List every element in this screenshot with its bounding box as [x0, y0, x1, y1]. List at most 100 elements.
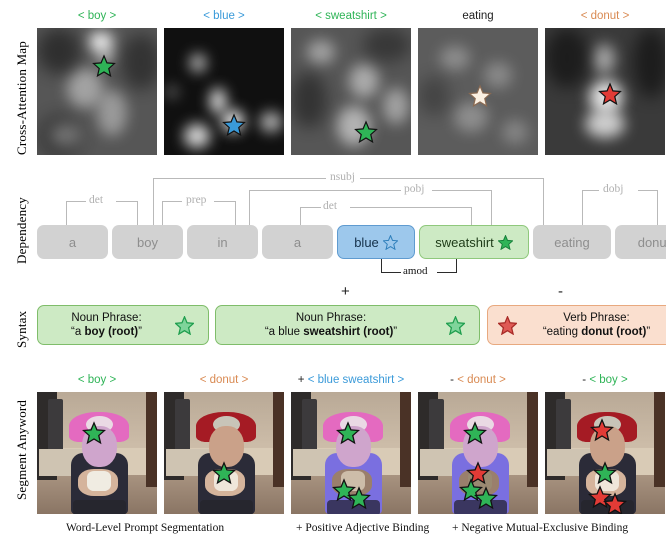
- arc-nsubj-left: [153, 178, 154, 225]
- arc-det-2-top: [300, 207, 321, 208]
- dep-token-boy[interactable]: boy: [112, 225, 183, 259]
- star-icon-np-sweatshirt: [446, 315, 465, 335]
- attention-map-donut: [545, 28, 665, 155]
- row-label-segment-anyword: Segment Anyword: [14, 399, 29, 500]
- phrase-quote: “eating donut (root)”: [517, 325, 666, 339]
- phrase-kind: Noun Phrase:: [295, 311, 367, 324]
- dep-token-label: donut: [637, 234, 666, 250]
- attention-map-boy: [37, 28, 157, 155]
- seg-photo-neg-donut: [418, 392, 538, 514]
- dep-token-label: blue: [354, 234, 379, 250]
- arc-dobj-left: [582, 190, 583, 225]
- seg-label-blue-sweatshirt: + < blue sweatshirt >: [297, 374, 405, 386]
- quote-post: ”: [138, 326, 142, 338]
- sign-plus: +: [341, 283, 350, 300]
- quote-bold: sweatshirt (root): [303, 326, 394, 338]
- star-icon-green: [497, 234, 513, 250]
- arc-label-dobj: dobj: [603, 183, 624, 195]
- phrase-kind: Noun Phrase:: [71, 311, 142, 324]
- arc-det-2-top2: [350, 207, 472, 208]
- dep-token-label: eating: [554, 234, 590, 250]
- arc-det-2-left: [300, 207, 301, 225]
- arc-nsubj-top2: [360, 178, 544, 179]
- arc-label-nsubj: nsubj: [330, 171, 355, 183]
- seg-photo-donut: [164, 392, 284, 514]
- arc-amod-left: [381, 259, 382, 273]
- seg-label-neg-boy: - < boy >: [582, 374, 628, 386]
- seg-label-boy: < boy >: [77, 374, 117, 386]
- phrase-kind: Verb Phrase:: [563, 311, 630, 324]
- dep-token-blue[interactable]: blue: [337, 225, 415, 259]
- seg-photo-neg-boy: [545, 392, 665, 514]
- row-label-cross-attention-map: Cross-Attention Map: [14, 41, 29, 155]
- dep-token-label: in: [217, 234, 228, 250]
- arc-label-det-1: det: [89, 194, 104, 206]
- seg-photo-blue-sweatshirt: [291, 392, 411, 514]
- phrase-noun-boy[interactable]: Noun Phrase: “a boy (root)”: [37, 305, 209, 345]
- attention-label-eating: eating: [462, 10, 494, 22]
- arc-det-1-right: [137, 201, 138, 225]
- dep-token-a-2[interactable]: a: [262, 225, 333, 259]
- phrase-quote: “a boy (root)”: [38, 325, 175, 339]
- star-icon-np-boy: [175, 315, 194, 335]
- quote-post: ”: [646, 326, 651, 338]
- arc-prep-left: [162, 201, 163, 225]
- quote-pre: “eating: [542, 326, 582, 338]
- quote-bold: boy (root): [84, 326, 139, 338]
- arc-amod-right: [456, 259, 457, 273]
- phrase-noun-sweatshirt[interactable]: Noun Phrase: “a blue sweatshirt (root)”: [215, 305, 480, 345]
- seg-label-neg-donut: - < donut >: [450, 374, 506, 386]
- dep-token-eating[interactable]: eating: [533, 225, 611, 259]
- attention-label-donut: < donut >: [580, 10, 630, 22]
- dep-token-label: sweatshirt: [435, 234, 494, 250]
- phrase-text: Noun Phrase: “a boy (root)”: [38, 311, 175, 340]
- sign-minus: -: [558, 283, 563, 300]
- seg-label-donut: < donut >: [199, 374, 249, 386]
- attention-map-blue: [164, 28, 284, 155]
- dep-token-in[interactable]: in: [187, 225, 258, 259]
- arc-label-det-2: det: [323, 200, 338, 212]
- phrase-verb-eating[interactable]: Verb Phrase: “eating donut (root)”: [487, 305, 666, 345]
- row-label-dependency: Dependency: [14, 197, 29, 264]
- caption-negative-mutual: + Negative Mutual-Exclusive Binding: [452, 522, 629, 534]
- phrase-quote: “a blue sweatshirt (root)”: [216, 325, 446, 339]
- seg-photo-boy: [37, 392, 157, 514]
- arc-dobj-right: [657, 190, 658, 225]
- attention-map-sweatshirt: [291, 28, 411, 155]
- star-icon-blue: [382, 234, 398, 250]
- arc-amod-bottom: [381, 272, 401, 273]
- arc-dobj-top: [582, 190, 599, 191]
- arc-dobj-top2: [638, 190, 658, 191]
- arc-nsubj-top: [153, 178, 326, 179]
- attention-label-blue: < blue >: [203, 10, 245, 22]
- arc-det-1-top: [66, 201, 86, 202]
- dep-token-a-1[interactable]: a: [37, 225, 108, 259]
- row-label-syntax: Syntax: [14, 310, 29, 348]
- caption-positive-adjective: + Positive Adjective Binding: [296, 522, 430, 534]
- quote-pre: “a blue: [264, 326, 304, 338]
- phrase-text: Noun Phrase: “a blue sweatshirt (root)”: [216, 311, 446, 340]
- quote-pre: “a: [71, 326, 85, 338]
- dep-token-label: a: [293, 234, 302, 250]
- dep-token-sweatshirt[interactable]: sweatshirt: [419, 225, 529, 259]
- arc-prep-top: [162, 201, 182, 202]
- attention-label-sweatshirt: < sweatshirt >: [315, 10, 387, 22]
- arc-label-prep: prep: [186, 194, 207, 206]
- dep-token-donut[interactable]: donut: [615, 225, 666, 259]
- quote-post: ”: [393, 326, 398, 338]
- arc-pobj-top2: [432, 190, 492, 191]
- arc-det-1-top2: [116, 201, 138, 202]
- caption-word-level: Word-Level Prompt Segmentation: [66, 522, 225, 534]
- arc-amod-bottom2: [437, 272, 457, 273]
- arc-label-amod: amod: [403, 265, 428, 277]
- arc-pobj-right: [491, 190, 492, 225]
- quote-bold: donut (root): [581, 326, 647, 338]
- arc-pobj-top: [249, 190, 401, 191]
- attention-label-boy: < boy >: [77, 10, 117, 22]
- attention-map-eating: [418, 28, 538, 155]
- arc-prep-top2: [214, 201, 236, 202]
- arc-pobj-left: [249, 190, 250, 225]
- star-icon-vp-donut: [498, 315, 517, 335]
- dep-token-label: a: [68, 234, 77, 250]
